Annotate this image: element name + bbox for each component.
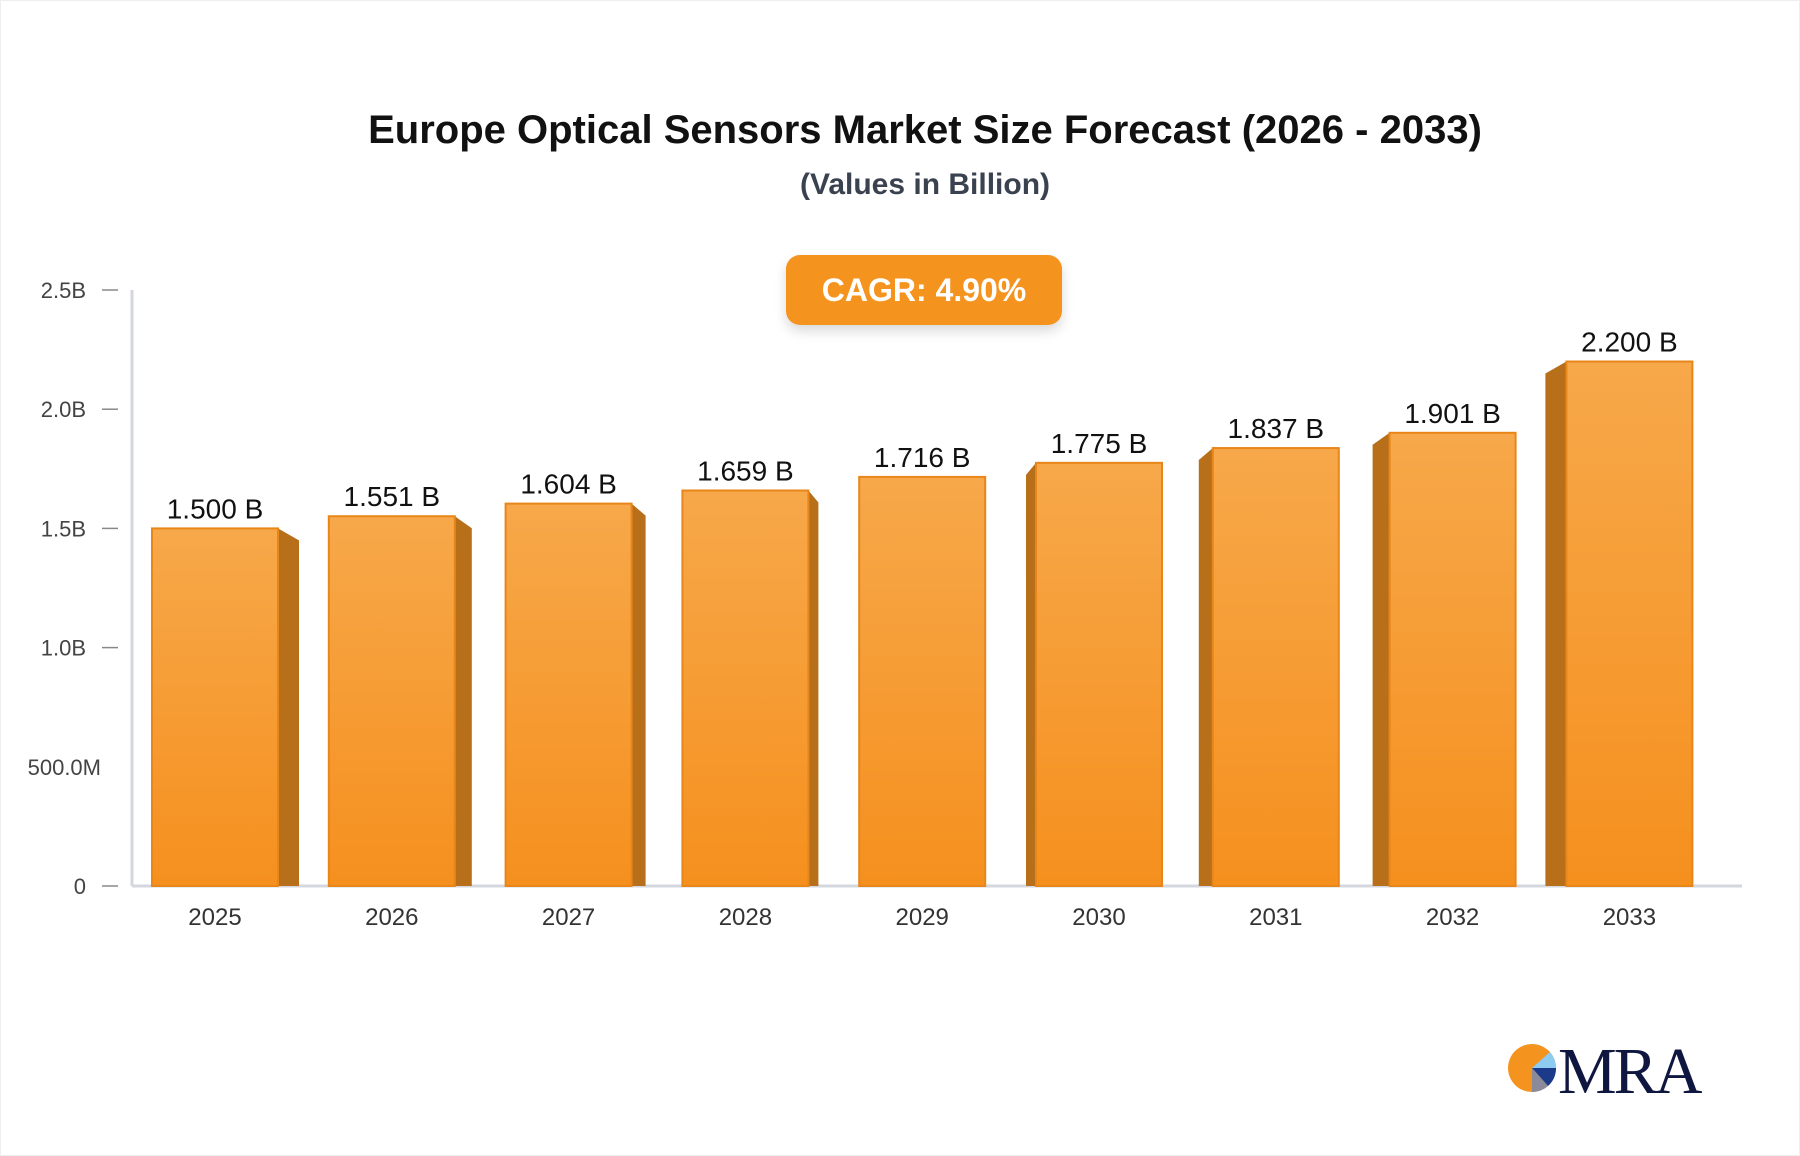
bar-group: 1.604 B 2027 bbox=[504, 469, 646, 931]
bar-group: 1.659 B 2028 bbox=[681, 455, 819, 931]
bar-side bbox=[1026, 462, 1036, 886]
bar bbox=[858, 475, 987, 887]
y-tick-label: 2.0B bbox=[41, 397, 86, 422]
bar-side bbox=[1545, 361, 1567, 886]
bar-group: 1.551 B 2026 bbox=[327, 481, 472, 931]
x-tick-label: 2030 bbox=[1072, 904, 1125, 931]
bar-side bbox=[631, 503, 646, 886]
bar bbox=[1388, 431, 1517, 887]
x-tick-label: 2029 bbox=[896, 904, 949, 931]
bar-group: 2.200 B 2033 bbox=[1545, 327, 1694, 931]
data-label: 1.716 B bbox=[874, 442, 971, 473]
bar-group: 1.775 B 2030 bbox=[1026, 428, 1163, 931]
bar bbox=[151, 527, 279, 888]
logo-text: MRA bbox=[1558, 1035, 1702, 1108]
mra-logo: MRA bbox=[1504, 1035, 1704, 1108]
x-tick-label: 2031 bbox=[1249, 904, 1302, 931]
data-label: 1.659 B bbox=[697, 455, 794, 486]
bar bbox=[504, 502, 633, 887]
x-tick-label: 2033 bbox=[1603, 904, 1656, 931]
chart-title: Europe Optical Sensors Market Size Forec… bbox=[368, 108, 1482, 152]
y-tick-label: 1.0B bbox=[41, 636, 86, 661]
data-label: 1.604 B bbox=[520, 469, 617, 500]
x-tick-label: 2025 bbox=[188, 904, 241, 931]
bar-side bbox=[454, 516, 472, 886]
x-tick-label: 2027 bbox=[542, 904, 595, 931]
y-tick-label: 2.5B bbox=[41, 278, 86, 303]
data-label: 1.775 B bbox=[1051, 428, 1148, 459]
chart-subtitle: (Values in Billion) bbox=[799, 168, 1051, 201]
y-tick-label: 1.5B bbox=[41, 516, 86, 541]
x-tick-label: 2026 bbox=[365, 904, 418, 931]
bar bbox=[681, 489, 810, 887]
data-label: 1.837 B bbox=[1228, 413, 1325, 444]
data-label: 2.200 B bbox=[1581, 327, 1678, 358]
bar-side bbox=[278, 528, 299, 886]
pie-logo-icon bbox=[1508, 1044, 1557, 1093]
y-tick-label: 500.0M bbox=[28, 755, 101, 780]
bar-group: 1.901 B 2032 bbox=[1372, 398, 1517, 931]
bar-group: 1.716 B 2029 bbox=[858, 442, 987, 931]
x-tick-label: 2032 bbox=[1426, 904, 1479, 931]
data-label: 1.551 B bbox=[344, 481, 441, 512]
bar-group: 1.837 B 2031 bbox=[1198, 413, 1340, 931]
bar-group: 1.500 B 2025 bbox=[151, 493, 299, 931]
bar bbox=[327, 515, 456, 887]
bar-side bbox=[808, 490, 819, 886]
data-label: 1.901 B bbox=[1404, 398, 1501, 429]
y-tick-label: 0 bbox=[74, 874, 86, 899]
bar-side bbox=[1198, 448, 1213, 886]
bar-side bbox=[1372, 432, 1390, 886]
x-tick-label: 2028 bbox=[719, 904, 772, 931]
cagr-badge: CAGR: 4.90% bbox=[786, 255, 1062, 325]
data-label: 1.500 B bbox=[167, 493, 264, 524]
bar bbox=[1035, 461, 1163, 887]
bar bbox=[1565, 360, 1694, 887]
bar bbox=[1211, 447, 1340, 887]
